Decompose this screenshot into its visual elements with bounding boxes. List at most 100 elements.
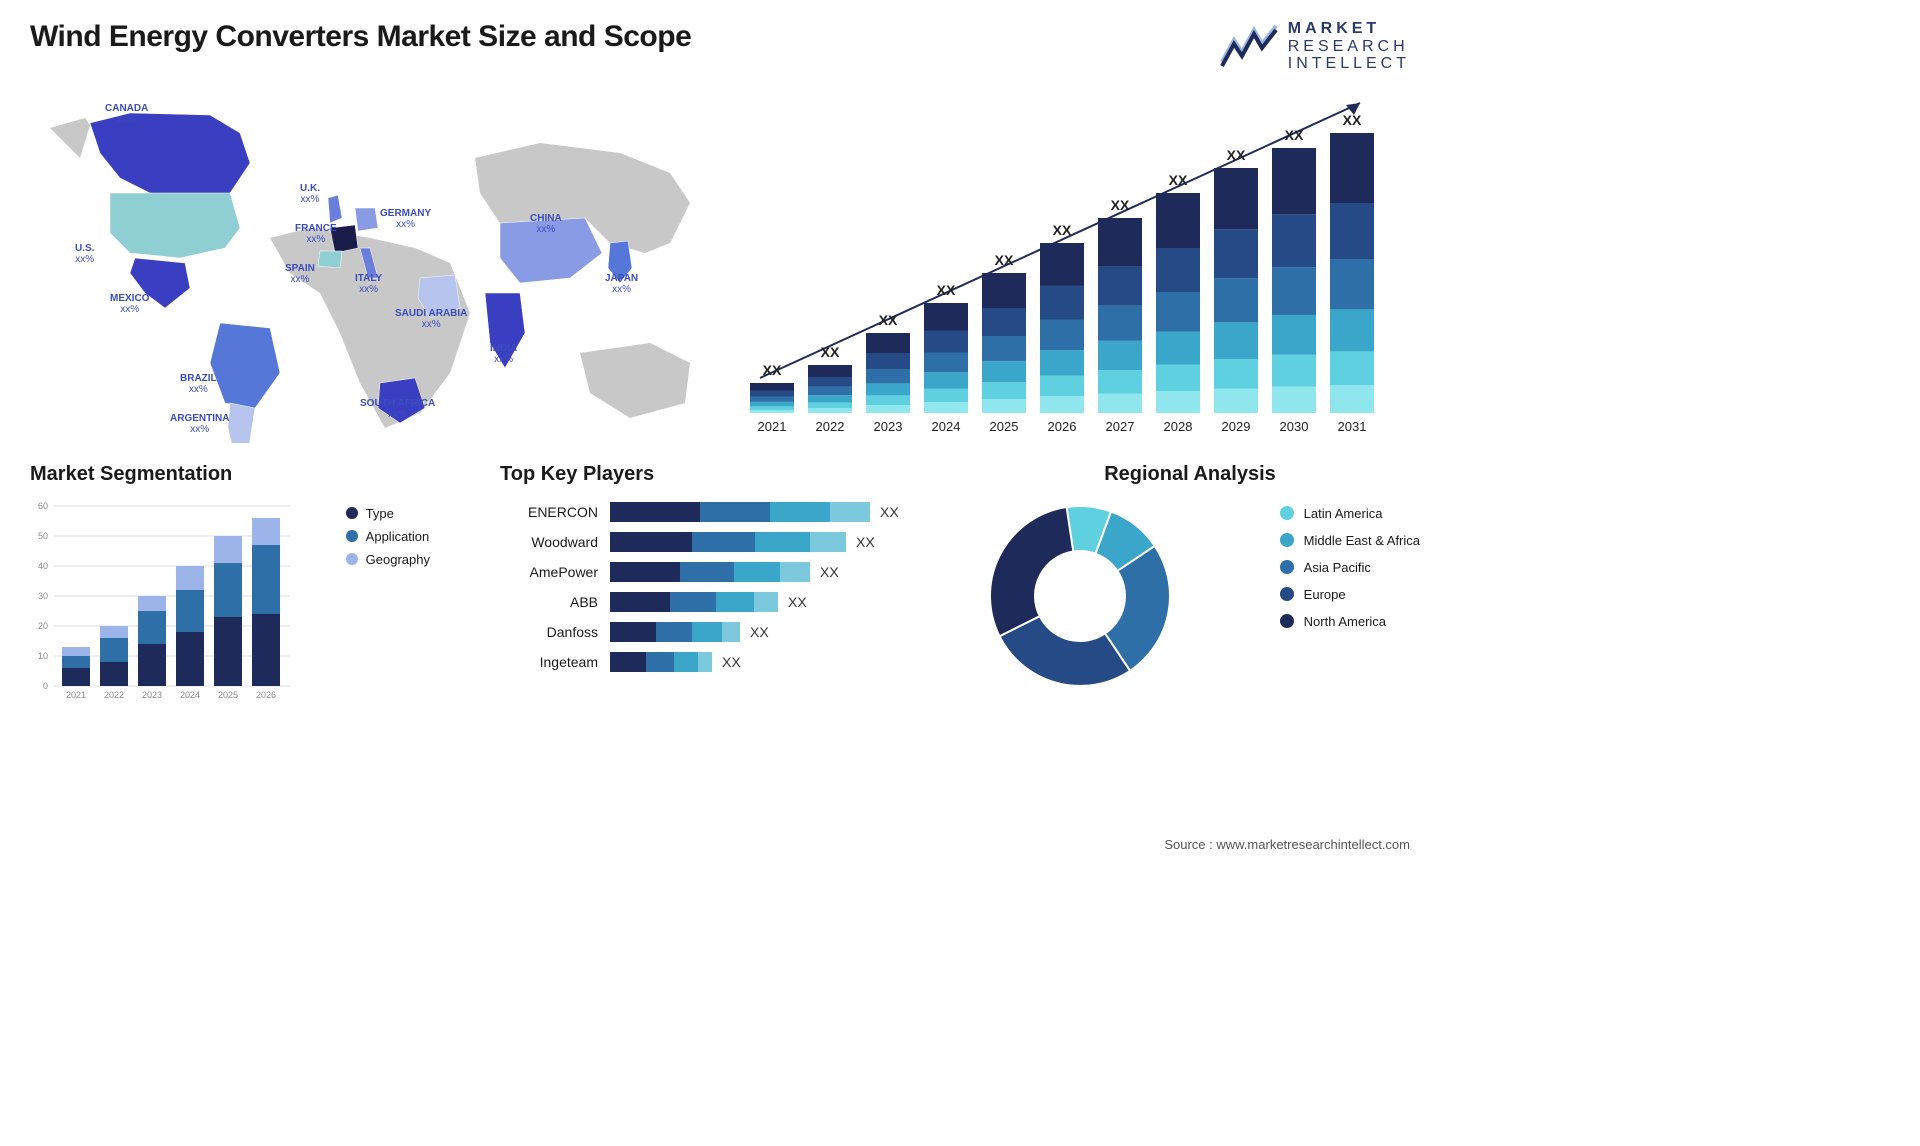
forecast-bar-seg	[924, 389, 968, 402]
player-bar-seg	[770, 502, 830, 522]
forecast-value-label: XX	[995, 252, 1014, 268]
seg-bar-seg	[62, 668, 90, 686]
player-bar-seg	[610, 562, 680, 582]
forecast-bar-seg	[1214, 359, 1258, 388]
source-label: Source :	[1164, 837, 1212, 852]
map-label-india: INDIAxx%	[490, 343, 517, 365]
forecast-value-label: XX	[1053, 222, 1072, 238]
forecast-bar-seg	[1330, 351, 1374, 385]
forecast-value-label: XX	[1169, 172, 1188, 188]
forecast-bar-seg	[982, 382, 1026, 399]
segmentation-chart: 0102030405060202120222023202420252026	[30, 496, 290, 706]
forecast-bar-seg	[924, 402, 968, 413]
legend-label: Type	[366, 506, 394, 521]
seg-bar-seg	[176, 590, 204, 632]
player-name: AmePower	[500, 564, 610, 580]
player-bar	[610, 592, 778, 612]
seg-bar-seg	[176, 566, 204, 590]
forecast-bar-seg	[1330, 309, 1374, 351]
forecast-bar-seg	[1330, 203, 1374, 259]
seg-legend-item: Application	[346, 529, 430, 544]
page-title: Wind Energy Converters Market Size and S…	[30, 20, 691, 54]
seg-bar-seg	[62, 656, 90, 668]
map-label-brazil: BRAZILxx%	[180, 373, 217, 395]
player-bar	[610, 622, 740, 642]
forecast-bar-seg	[924, 330, 968, 352]
forecast-bar-seg	[1214, 278, 1258, 322]
player-bar-seg	[610, 652, 646, 672]
forecast-value-label: XX	[1343, 112, 1362, 128]
player-bar	[610, 562, 810, 582]
seg-ytick: 10	[38, 651, 48, 661]
player-row: ENERCONXX	[500, 500, 940, 524]
forecast-year-label: 2021	[758, 419, 787, 434]
forecast-value-label: XX	[1285, 127, 1304, 143]
forecast-bar-seg	[1272, 214, 1316, 267]
legend-label: Middle East & Africa	[1304, 533, 1420, 548]
map-label-saudi-arabia: SAUDI ARABIAxx%	[395, 308, 467, 330]
player-row: IngeteamXX	[500, 650, 940, 674]
forecast-year-label: 2023	[874, 419, 903, 434]
country-argentina	[228, 403, 255, 443]
seg-legend-item: Type	[346, 506, 430, 521]
forecast-bar-seg	[982, 273, 1026, 308]
forecast-bar-seg	[866, 353, 910, 369]
seg-bar-seg	[100, 626, 128, 638]
forecast-bar-seg	[1214, 388, 1258, 413]
country-brazil	[210, 323, 280, 408]
forecast-bar-seg	[1272, 354, 1316, 386]
logo-line3: INTELLECT	[1288, 55, 1410, 73]
seg-bar-seg	[100, 638, 128, 662]
regional-legend: Latin America Middle East & Africa Asia Pa…	[1280, 506, 1420, 641]
forecast-bar-seg	[1040, 375, 1084, 395]
forecast-bar-seg	[750, 390, 794, 396]
seg-bar-seg	[214, 563, 242, 617]
forecast-bar-seg	[1272, 386, 1316, 413]
forecast-value-label: XX	[821, 344, 840, 360]
forecast-bar-seg	[750, 383, 794, 391]
forecast-year-label: 2030	[1280, 419, 1309, 434]
player-value: XX	[722, 654, 741, 670]
player-bar-seg	[692, 532, 755, 552]
legend-label: Geography	[366, 552, 430, 567]
forecast-bar-seg	[1098, 370, 1142, 393]
donut-legend-item: Latin America	[1280, 506, 1420, 521]
player-name: ABB	[500, 594, 610, 610]
player-row: WoodwardXX	[500, 530, 940, 554]
donut-legend-item: Middle East & Africa	[1280, 533, 1420, 548]
forecast-year-label: 2022	[816, 419, 845, 434]
forecast-year-label: 2028	[1164, 419, 1193, 434]
forecast-bar-seg	[1156, 248, 1200, 292]
player-bar-seg	[716, 592, 754, 612]
seg-bar-seg	[252, 614, 280, 686]
legend-label: Asia Pacific	[1304, 560, 1371, 575]
logo-icon	[1220, 22, 1280, 70]
forecast-bar-seg	[924, 372, 968, 389]
forecast-year-label: 2027	[1106, 419, 1135, 434]
seg-xtick: 2024	[180, 690, 200, 700]
player-bar-seg	[646, 652, 674, 672]
forecast-chart-panel: XX2021XX2022XX2023XX2024XX2025XX2026XX20…	[740, 83, 1410, 443]
forecast-bar-seg	[924, 303, 968, 331]
forecast-bar-seg	[1214, 168, 1258, 229]
forecast-bar-seg	[924, 352, 968, 372]
forecast-bar-seg	[866, 383, 910, 395]
source-line: Source : www.marketresearchintellect.com	[1164, 837, 1410, 852]
regional-panel: Regional Analysis Latin AmericaMiddle Ea…	[970, 463, 1410, 706]
forecast-bar-seg	[1156, 331, 1200, 364]
seg-bar-seg	[100, 662, 128, 686]
forecast-bar-seg	[808, 377, 852, 387]
player-name: Danfoss	[500, 624, 610, 640]
country-usa	[110, 193, 240, 258]
forecast-bar-seg	[1330, 385, 1374, 413]
player-bar-seg	[680, 562, 734, 582]
country-canada	[90, 113, 250, 203]
forecast-bar-seg	[866, 395, 910, 405]
legend-swatch	[1280, 560, 1294, 574]
player-bar-seg	[755, 532, 810, 552]
players-panel: Top Key Players ENERCONXXWoodwardXXAmePo…	[500, 463, 940, 706]
player-bar-seg	[754, 592, 778, 612]
logo-line2: RESEARCH	[1288, 38, 1410, 56]
seg-bar-seg	[138, 611, 166, 644]
seg-bar-seg	[252, 518, 280, 545]
